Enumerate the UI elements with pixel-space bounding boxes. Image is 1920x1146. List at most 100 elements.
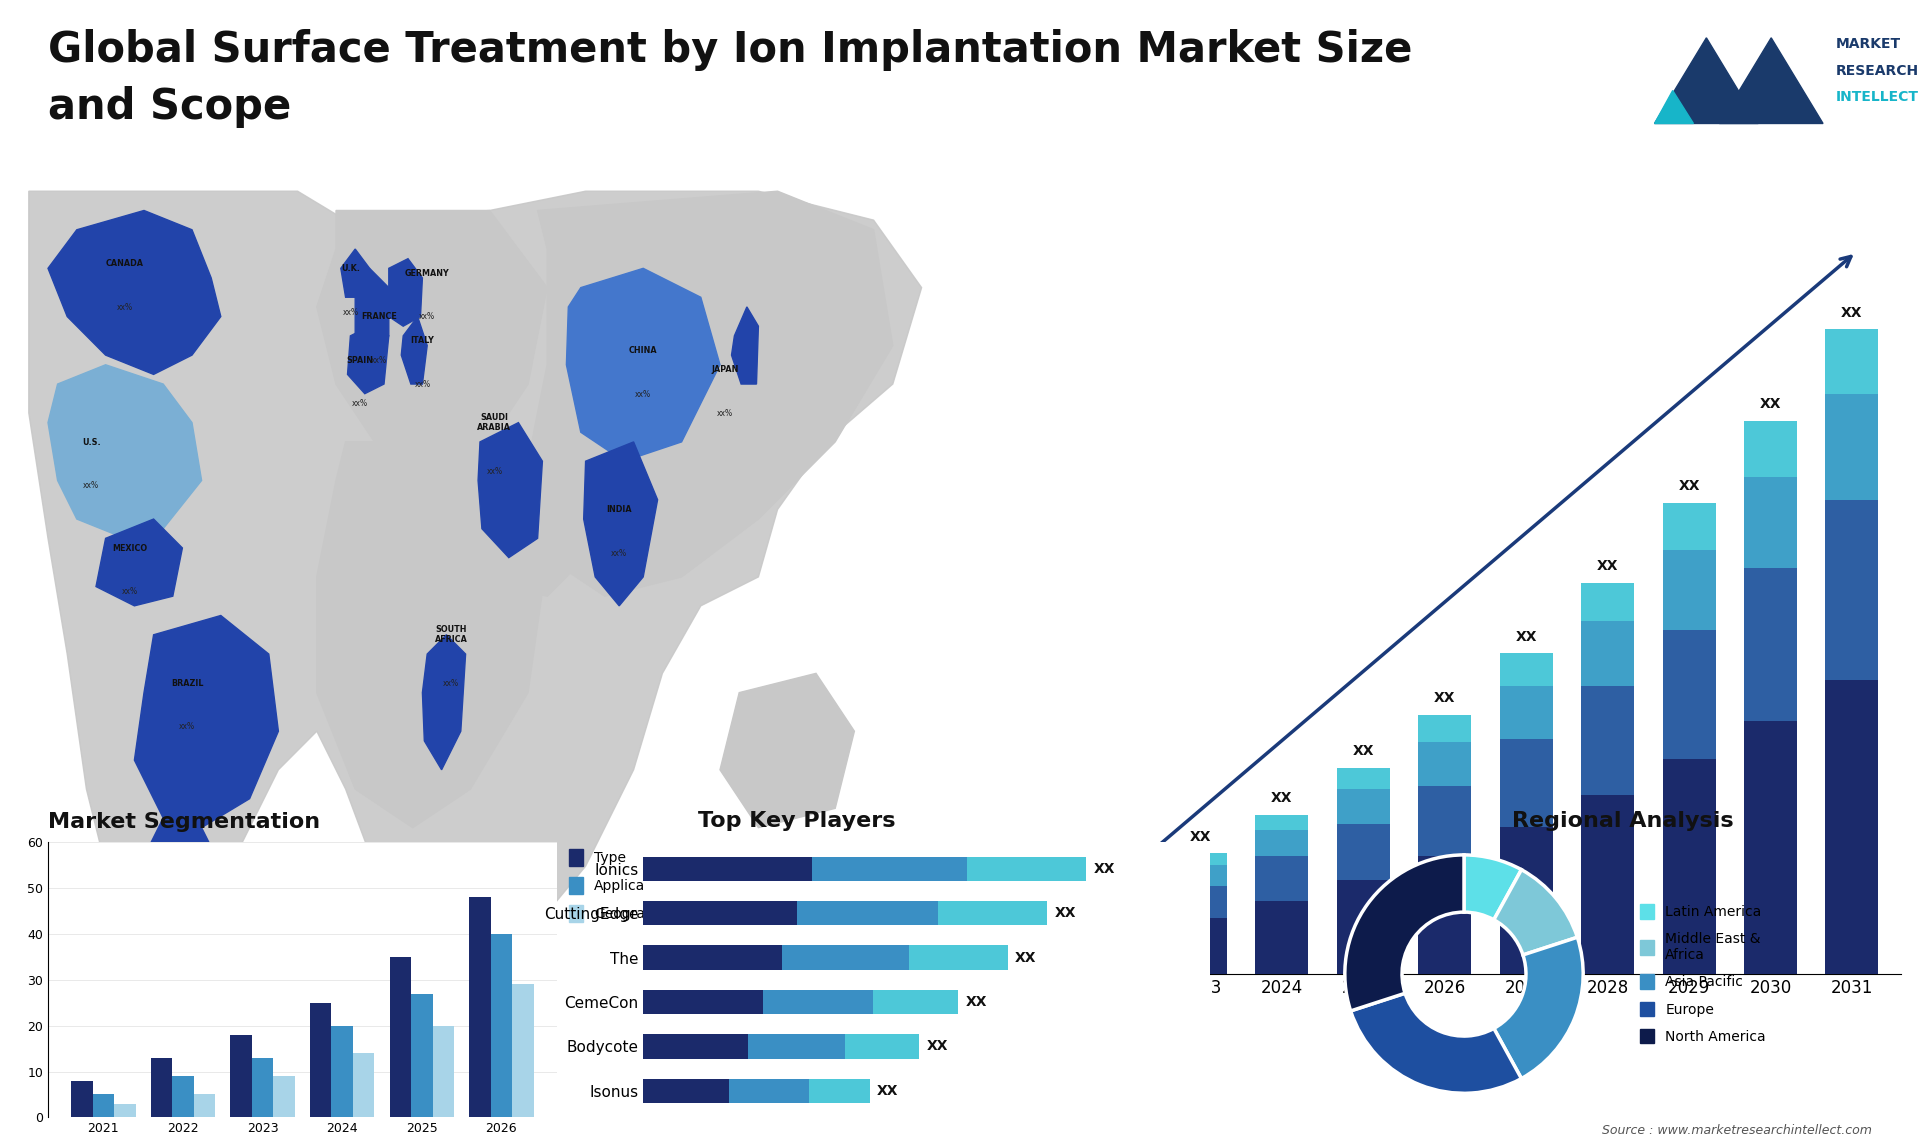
Bar [273,1076,296,1117]
Text: XX: XX [1434,691,1455,706]
Polygon shape [1720,38,1824,124]
Bar [1826,500,1878,680]
Bar [845,1034,920,1059]
Text: Market Segmentation: Market Segmentation [48,813,321,832]
Text: XX: XX [1054,906,1075,920]
Bar [1012,927,1064,944]
Text: XX: XX [1271,792,1292,806]
Bar [910,945,1008,970]
Polygon shape [342,249,369,297]
Bar [71,1081,92,1117]
Bar [1743,421,1797,477]
Bar [1826,394,1878,500]
Bar [643,901,797,926]
Bar [1173,865,1227,886]
Text: BRAZIL: BRAZIL [171,678,204,688]
Bar [92,1094,113,1117]
Bar [492,934,513,1117]
Text: CHINA: CHINA [630,346,657,355]
Text: SPAIN: SPAIN [346,355,374,364]
Bar [1500,653,1553,685]
Bar [411,994,432,1117]
Text: SAUDI
ARABIA: SAUDI ARABIA [478,413,511,432]
Text: MARKET: MARKET [1836,38,1901,52]
Bar [1743,721,1797,974]
Polygon shape [48,364,202,539]
Polygon shape [390,259,422,327]
Bar [749,1034,845,1059]
Polygon shape [1655,91,1693,124]
Text: XX: XX [966,995,987,1008]
Bar [1663,550,1716,629]
Polygon shape [422,635,467,770]
Bar [1582,685,1634,794]
Bar [643,945,781,970]
Polygon shape [29,191,922,943]
Wedge shape [1463,855,1521,920]
Bar [173,1076,194,1117]
Bar [1419,715,1471,741]
Text: xx%: xx% [486,466,503,476]
Legend: Type, Application, Geography: Type, Application, Geography [568,849,672,923]
Text: INTELLECT: INTELLECT [1836,91,1918,104]
Bar [1012,944,1064,974]
Text: XX: XX [1190,830,1212,843]
Text: xx%: xx% [342,307,359,316]
Bar [1500,827,1553,974]
Wedge shape [1494,870,1578,955]
Text: Regional Analysis: Regional Analysis [1511,811,1734,831]
Text: XX: XX [927,1039,948,1053]
Text: xx%: xx% [419,313,436,321]
Bar [643,1034,749,1059]
Bar [939,901,1046,926]
Bar [1663,760,1716,974]
Polygon shape [144,808,211,924]
Text: XX: XX [1841,306,1862,320]
Bar [513,984,534,1117]
Text: XX: XX [1027,888,1048,903]
Text: Source : www.marketresearchintellect.com: Source : www.marketresearchintellect.com [1601,1124,1872,1137]
Polygon shape [478,423,543,558]
Polygon shape [720,674,854,827]
Bar [1092,886,1146,895]
Text: INDIA: INDIA [607,505,632,515]
Bar [1419,786,1471,856]
Bar [1336,824,1390,880]
Bar [390,957,411,1117]
Bar [1173,854,1227,865]
Polygon shape [470,442,605,596]
Bar [1826,330,1878,394]
Bar [1582,582,1634,621]
Legend: Latin America, Middle East &
Africa, Asia Pacific, Europe, North America: Latin America, Middle East & Africa, Asi… [1634,898,1772,1050]
Bar [1256,901,1308,974]
Text: XX: XX [1678,479,1699,494]
Bar [113,1104,136,1117]
Bar [1256,856,1308,901]
Polygon shape [401,316,428,384]
Bar [643,1078,730,1102]
Bar [812,857,968,881]
Text: ITALY: ITALY [411,337,434,345]
Bar [762,990,874,1014]
Bar [353,1053,374,1117]
Polygon shape [134,615,278,827]
Text: XX: XX [1597,559,1619,573]
Text: xx%: xx% [121,587,138,596]
Text: CANADA: CANADA [106,259,144,268]
Bar [1092,895,1146,909]
Text: xx%: xx% [351,399,369,408]
Text: ARGENTINA: ARGENTINA [152,862,204,871]
Bar [1663,503,1716,550]
Bar [252,1058,273,1117]
Text: XX: XX [1094,862,1116,876]
Text: Top Key Players: Top Key Players [699,811,895,831]
Text: MEXICO: MEXICO [111,544,148,552]
Polygon shape [566,268,720,461]
Text: xx%: xx% [444,678,459,688]
Text: xx%: xx% [716,409,733,418]
Bar [1256,830,1308,856]
Bar [152,1058,173,1117]
Bar [1663,629,1716,760]
Bar [432,1026,453,1117]
Bar [1582,794,1634,974]
